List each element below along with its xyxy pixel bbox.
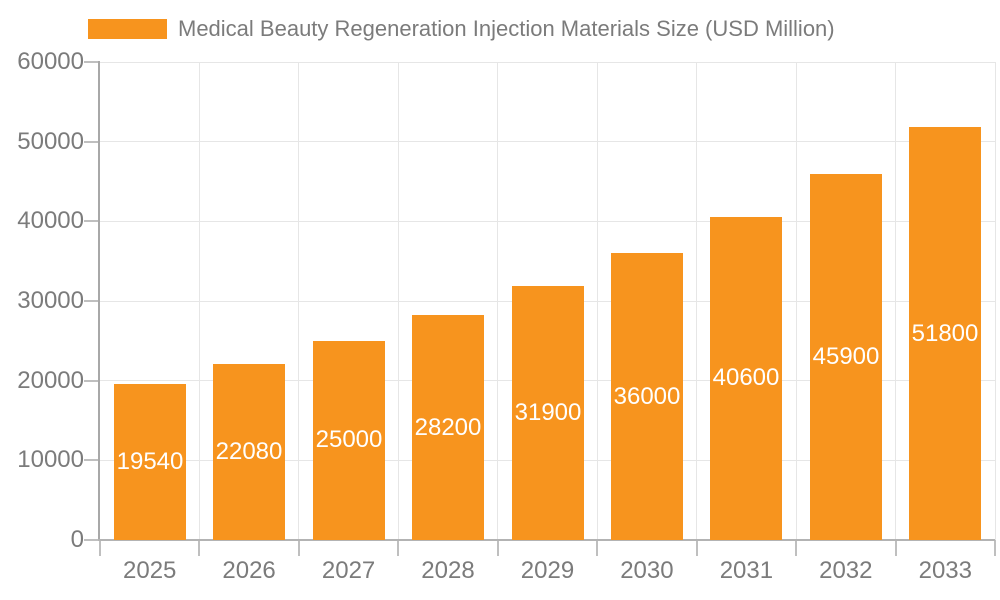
- legend-label: Medical Beauty Regeneration Injection Ma…: [178, 16, 835, 41]
- bar-2025[interactable]: [114, 384, 186, 540]
- y-axis-tick: [84, 220, 100, 223]
- y-axis-tick-label: 40000: [17, 207, 84, 235]
- bar-2027[interactable]: [313, 340, 385, 540]
- y-axis-tick-label: 30000: [17, 287, 84, 314]
- bar-2031[interactable]: [710, 216, 782, 540]
- legend-swatch-icon: [88, 19, 167, 39]
- x-gridline: [397, 62, 399, 540]
- x-axis-tick: [695, 540, 698, 556]
- x-axis-tick-label: 2031: [719, 557, 774, 584]
- y-axis-line: [98, 61, 100, 541]
- bar-2028[interactable]: [412, 315, 484, 540]
- bar-2030[interactable]: [611, 253, 683, 540]
- x-axis-tick-label: 2027: [321, 557, 376, 584]
- y-axis-tick-label: 10000: [17, 446, 84, 474]
- bar-value-label: 22080: [215, 438, 283, 465]
- x-axis-tick: [198, 540, 201, 556]
- x-axis-line: [98, 539, 995, 541]
- y-axis-tick-label: 0: [70, 526, 84, 553]
- x-gridline: [298, 62, 300, 540]
- x-gridline: [596, 62, 598, 540]
- bar-2033[interactable]: [909, 127, 981, 540]
- bar-value-label: 36000: [613, 382, 681, 410]
- x-axis-tick: [99, 540, 101, 556]
- legend-item[interactable]: Medical Beauty Regeneration Injection Ma…: [88, 14, 835, 44]
- y-axis-tick: [84, 300, 100, 302]
- x-gridline: [198, 62, 200, 540]
- y-axis-tick-label: 60000: [17, 48, 84, 75]
- y-axis-tick-label: 20000: [17, 366, 84, 394]
- x-gridline: [895, 62, 897, 540]
- bar-value-label: 45900: [812, 343, 880, 371]
- y-axis-tick: [84, 61, 100, 63]
- bar-value-label: 19540: [116, 448, 184, 476]
- y-axis-tick: [84, 379, 100, 382]
- x-axis-tick-label: 2025: [123, 557, 177, 584]
- x-axis-tick: [894, 540, 897, 556]
- bar-value-label: 25000: [315, 426, 383, 454]
- x-axis-tick: [397, 540, 400, 556]
- x-axis-tick: [297, 540, 300, 556]
- y-axis-tick-label: 50000: [17, 127, 84, 155]
- x-gridline: [795, 62, 797, 540]
- y-gridline: [100, 61, 995, 63]
- y-axis-tick: [84, 539, 100, 541]
- x-gridline: [497, 62, 499, 540]
- bar-value-label: 31900: [514, 398, 582, 426]
- x-axis-tick-label: 2028: [421, 557, 475, 584]
- x-axis-tick-label: 2026: [222, 557, 276, 584]
- x-axis-tick-label: 2029: [520, 557, 575, 584]
- x-axis-tick: [795, 540, 798, 556]
- x-gridline: [696, 62, 698, 540]
- y-gridline: [100, 220, 995, 222]
- x-axis-tick: [496, 540, 499, 556]
- y-axis-tick: [84, 459, 100, 462]
- x-axis-tick-label: 2032: [819, 557, 873, 584]
- bar-value-label: 28200: [414, 413, 482, 441]
- x-axis-tick-label: 2030: [620, 557, 674, 584]
- y-axis-tick: [84, 140, 100, 143]
- bar-2029[interactable]: [512, 285, 584, 540]
- y-gridline: [100, 141, 995, 143]
- x-axis-tick: [596, 540, 599, 556]
- bar-value-label: 40600: [712, 364, 780, 392]
- bar-2026[interactable]: [213, 364, 285, 540]
- x-axis-tick-label: 2033: [918, 557, 972, 584]
- bar-value-label: 51800: [911, 319, 979, 347]
- bar-2032[interactable]: [810, 174, 882, 540]
- x-gridline: [994, 62, 996, 540]
- x-axis-tick: [994, 540, 996, 556]
